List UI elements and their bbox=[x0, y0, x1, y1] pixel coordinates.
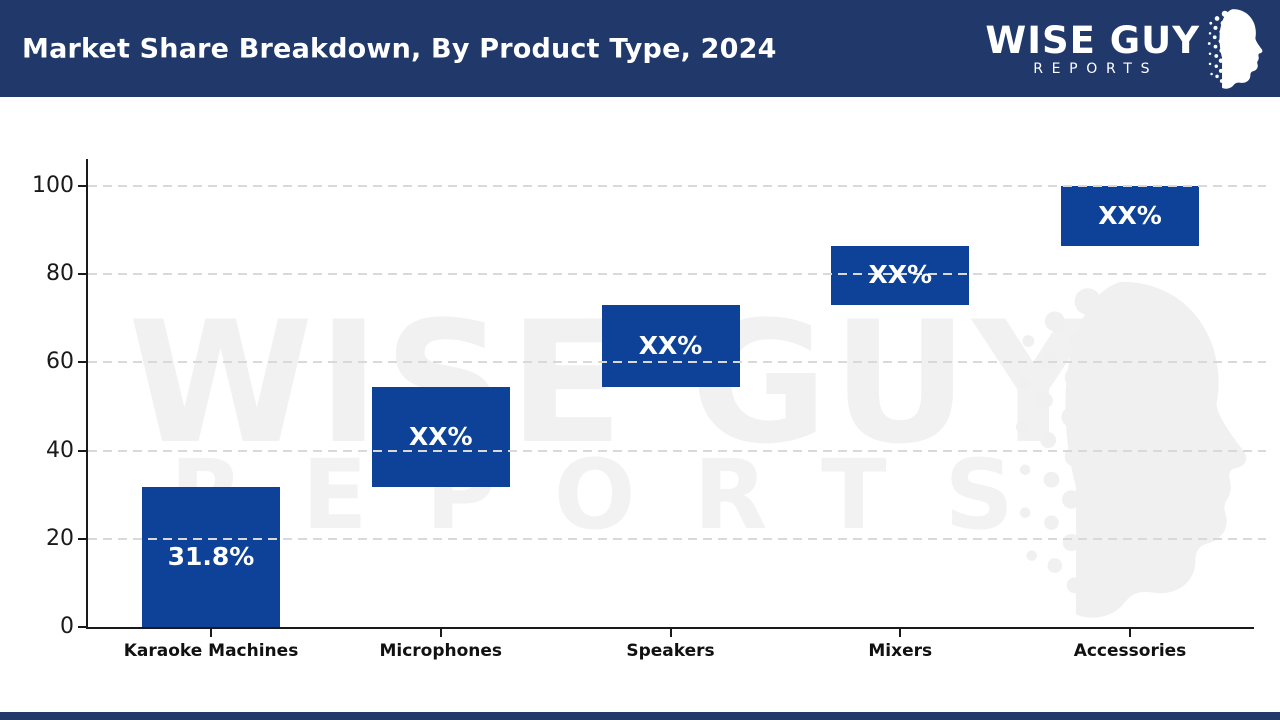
y-gridline-60 bbox=[88, 361, 1266, 364]
x-tick-label-4: Accessories bbox=[1073, 641, 1187, 661]
bar-value-label: XX% bbox=[408, 421, 473, 451]
y-tick-mark-100 bbox=[78, 185, 87, 187]
logo-subtext: REPORTS bbox=[1033, 61, 1159, 77]
x-tick-mark-0 bbox=[210, 629, 212, 637]
y-tick-label-40: 40 bbox=[46, 437, 74, 463]
x-tick-mark-1 bbox=[439, 629, 442, 637]
y-tick-label-100: 100 bbox=[32, 173, 74, 198]
logo-wordmark: WISE GUY bbox=[985, 19, 1200, 62]
y-tick-label-60: 60 bbox=[46, 349, 74, 375]
y-tick-label-20: 20 bbox=[46, 525, 74, 551]
y-tick-mark-20 bbox=[78, 537, 87, 540]
y-tick-mark-40 bbox=[78, 449, 87, 452]
x-tick-label-2: Speakers bbox=[626, 641, 715, 661]
bar-value-label: 31.8% bbox=[167, 541, 255, 571]
y-tick-mark-80 bbox=[78, 273, 87, 276]
x-axis-line bbox=[86, 627, 1254, 629]
y-gridline-80 bbox=[88, 273, 1266, 276]
watermark-subtext: REPORTS bbox=[170, 439, 1072, 551]
x-tick-mark-2 bbox=[669, 629, 672, 637]
bar-microphones bbox=[371, 386, 510, 487]
y-tick-mark-0 bbox=[78, 626, 87, 628]
bar-accessories bbox=[1061, 186, 1199, 246]
y-tick-mark-60 bbox=[78, 361, 87, 364]
x-tick-mark-4 bbox=[1129, 629, 1131, 637]
bar-value-label: XX% bbox=[868, 260, 933, 290]
bar-speakers bbox=[601, 305, 740, 387]
plot-area: WISE GUY REPORTS 0 20 40 60 80 100 31.8% Karaok… bbox=[0, 97, 1280, 712]
y-gridline-40 bbox=[88, 449, 1266, 452]
x-tick-mark-3 bbox=[899, 629, 902, 637]
logo-text: WISE GUY REPORTS bbox=[985, 19, 1200, 78]
x-tick-label-1: Microphones bbox=[379, 641, 503, 661]
wiseguy-head-icon bbox=[1207, 9, 1263, 89]
footer-bar bbox=[0, 712, 1280, 720]
x-tick-label-3: Mixers bbox=[868, 641, 933, 661]
bar-value-label: XX% bbox=[1098, 200, 1162, 230]
page-title: Market Share Breakdown, By Product Type,… bbox=[22, 33, 777, 64]
y-axis-line bbox=[86, 159, 88, 629]
header-bar: Market Share Breakdown, By Product Type,… bbox=[0, 0, 1280, 97]
bar-value-label: XX% bbox=[638, 330, 703, 360]
bar-karaoke-machines bbox=[142, 486, 280, 627]
x-tick-label-0: Karaoke Machines bbox=[123, 641, 299, 661]
y-tick-label-80: 80 bbox=[46, 261, 74, 287]
y-gridline-20 bbox=[88, 537, 1266, 540]
wiseguy-logo: WISE GUY REPORTS bbox=[985, 6, 1270, 92]
bar-mixers bbox=[831, 245, 970, 306]
y-gridline-100 bbox=[88, 185, 1266, 187]
y-tick-label-0: 0 bbox=[60, 614, 74, 639]
